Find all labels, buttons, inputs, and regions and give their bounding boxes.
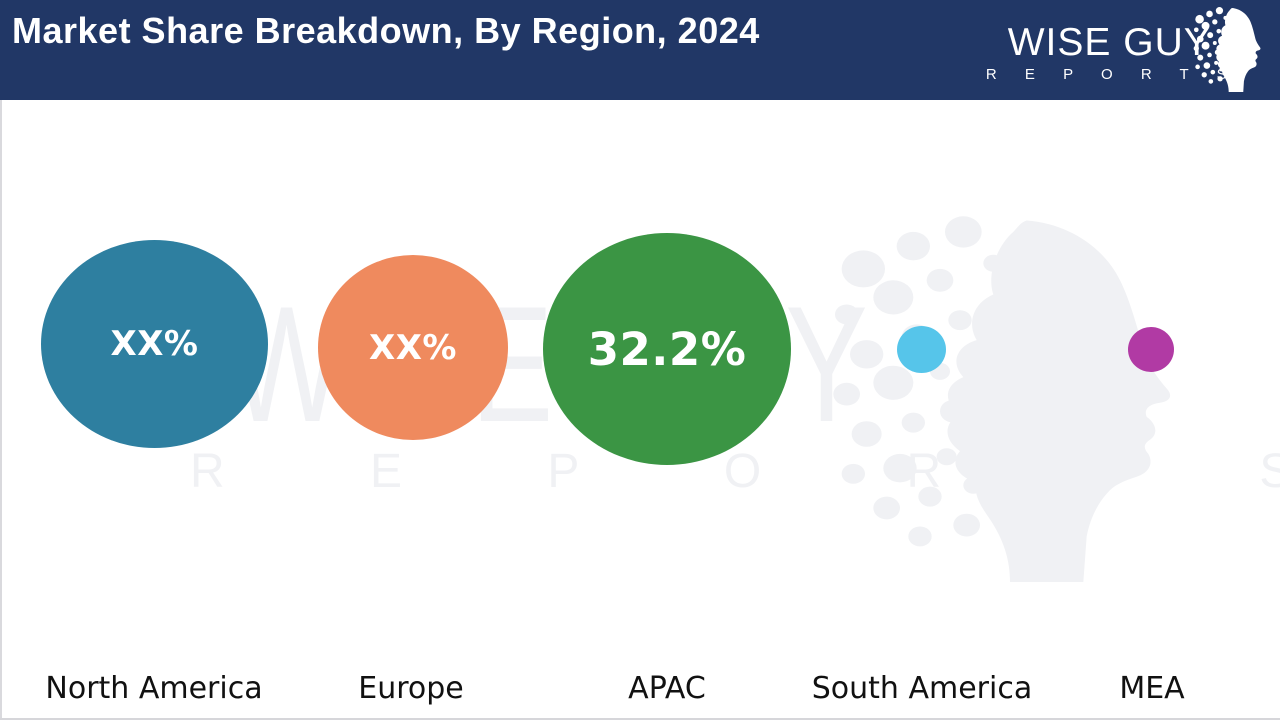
dotted-face-profile-icon [1193,6,1261,92]
bubble-north-america: XX% [41,240,268,448]
category-label-south-america: South America [811,671,1033,706]
bubble-value-label: XX% [369,327,457,368]
page-title: Market Share Breakdown, By Region, 2024 [12,10,760,51]
watermark-dotted-face-profile-icon [833,216,1171,582]
category-label-mea: MEA [1119,671,1185,706]
bubble-europe: XX% [318,255,508,440]
category-label-apac: APAC [628,671,706,706]
bubble-apac: 32.2% [543,233,791,465]
brand-name: WISE GUY [1007,20,1211,64]
bubble-mea [1128,327,1174,372]
brand-logo: WISE GUY R E P O R T S [980,6,1270,92]
brand-tagline: R E P O R T S [985,65,1239,83]
bubble-value-label: XX% [110,324,199,364]
bubble-south-america [897,326,946,373]
category-label-europe: Europe [358,671,464,706]
header-bar: Market Share Breakdown, By Region, 2024 … [0,0,1280,100]
bubble-value-label: 32.2% [587,322,747,376]
brand-logo-text: WISE GUY R E P O R T S [980,23,1239,82]
category-label-north-america: North America [45,671,263,706]
